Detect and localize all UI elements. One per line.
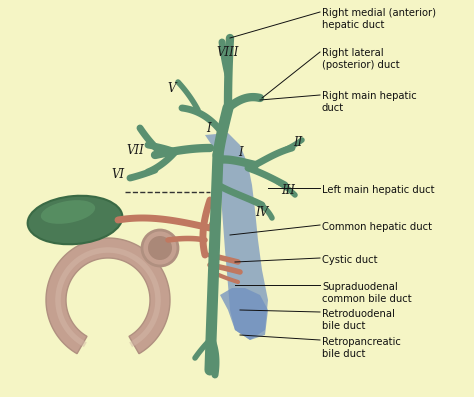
Text: Retropancreatic
bile duct: Retropancreatic bile duct — [322, 337, 401, 359]
Polygon shape — [205, 133, 268, 340]
Text: V: V — [168, 81, 176, 94]
Text: Common hepatic duct: Common hepatic duct — [322, 222, 432, 232]
Text: IV: IV — [255, 206, 269, 218]
Polygon shape — [220, 288, 268, 340]
Text: III: III — [281, 183, 295, 197]
Ellipse shape — [41, 200, 95, 224]
Ellipse shape — [27, 196, 122, 244]
Polygon shape — [46, 238, 170, 354]
Text: Cystic duct: Cystic duct — [322, 255, 377, 265]
Text: Retroduodenal
bile duct: Retroduodenal bile duct — [322, 309, 395, 331]
Text: I: I — [237, 145, 242, 158]
Text: Right main hepatic
duct: Right main hepatic duct — [322, 91, 417, 114]
Text: VIII: VIII — [217, 46, 239, 58]
Text: Right medial (anterior)
hepatic duct: Right medial (anterior) hepatic duct — [322, 8, 436, 31]
Text: I: I — [206, 121, 210, 135]
Text: II: II — [293, 137, 302, 150]
Text: Left main hepatic duct: Left main hepatic duct — [322, 185, 435, 195]
Circle shape — [142, 230, 178, 266]
Text: VII: VII — [126, 143, 144, 156]
Text: VI: VI — [111, 168, 125, 181]
Text: Supraduodenal
common bile duct: Supraduodenal common bile duct — [322, 282, 411, 304]
Text: Right lateral
(posterior) duct: Right lateral (posterior) duct — [322, 48, 400, 70]
Circle shape — [148, 236, 172, 260]
